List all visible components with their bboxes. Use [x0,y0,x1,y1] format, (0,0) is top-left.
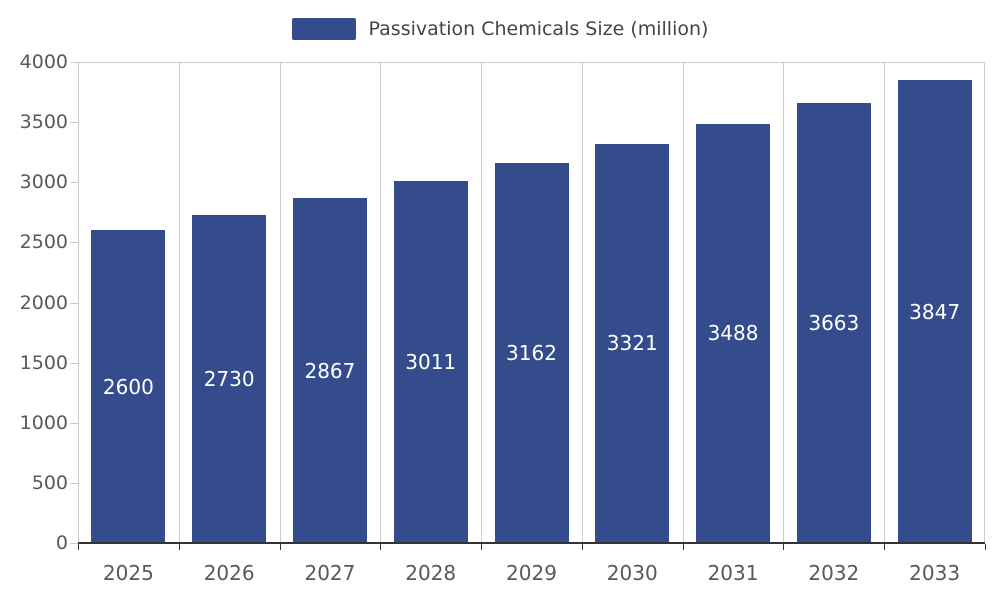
x-axis-tick-mark [581,544,583,550]
x-axis-tick-label: 2030 [606,561,658,585]
legend[interactable]: Passivation Chemicals Size (million) [0,18,1000,40]
y-axis-tick-mark [70,422,78,424]
y-axis-tick-label: 1500 [19,351,68,374]
y-axis-tick-mark [70,482,78,484]
bar [796,102,871,543]
x-axis-tick-label: 2029 [506,561,557,585]
gridline [178,62,180,543]
x-axis-tick-mark [682,544,684,550]
x-axis-line [78,542,985,544]
gridline [380,62,382,543]
gridline [783,62,785,543]
bar [494,162,569,543]
gridline [581,62,583,543]
x-axis-tick-label: 2026 [203,561,255,585]
x-axis-tick-mark [783,544,785,550]
gridline [682,62,684,543]
y-axis-tick-label: 3500 [19,111,68,134]
bar-value-label: 3011 [405,349,457,374]
bar [192,214,267,543]
y-axis-tick-label: 4000 [19,51,68,73]
x-axis-tick-mark [481,544,483,550]
gridline [481,62,483,543]
bar [91,230,166,543]
gridline [884,62,886,543]
x-axis-tick-mark [884,544,886,550]
x-axis-tick-mark [178,544,180,550]
x-axis-tick-mark [279,544,281,550]
x-axis-tick-label: 2028 [405,561,457,585]
bar-value-label: 2730 [203,366,255,391]
bar [292,198,367,543]
y-axis-tick-label: 3000 [19,171,68,194]
y-axis-tick-mark [70,242,78,244]
bar [393,180,468,543]
y-axis-tick-mark [70,302,78,304]
bar-value-label: 3321 [606,331,658,356]
bar-value-label: 3488 [707,321,759,346]
bar [696,123,771,543]
x-axis-tick-mark [985,544,986,550]
x-axis-tick-mark [380,544,382,550]
bar-value-label: 2600 [102,374,154,399]
bar [595,143,670,543]
legend-label: Passivation Chemicals Size (million) [368,18,709,40]
x-axis-tick-label: 2032 [808,561,860,585]
y-axis-tick-label: 1000 [19,411,68,434]
y-axis-tick-mark [70,122,78,124]
y-axis-tick-mark [70,362,78,364]
bar-value-label: 3663 [808,310,860,335]
y-axis-tick-mark [70,543,78,544]
bar-value-label: 3162 [506,340,557,365]
y-axis-tick-mark [70,62,78,63]
y-axis-tick-mark [70,182,78,184]
x-axis-tick-label: 2027 [304,561,356,585]
y-axis-tick-label: 500 [31,471,68,494]
gridline [279,62,281,543]
y-axis-tick-label: 0 [55,532,68,554]
bar-value-label: 3847 [909,299,961,324]
y-axis-tick-label: 2500 [19,231,68,254]
legend-swatch [291,18,356,40]
bar [897,80,972,543]
x-axis-tick-label: 2033 [909,561,961,585]
y-axis-tick-label: 2000 [19,291,68,314]
bar-value-label: 2867 [304,358,356,383]
x-axis-tick-mark [78,544,79,550]
x-axis-tick-label: 2025 [102,561,154,585]
x-axis-tick-label: 2031 [707,561,759,585]
